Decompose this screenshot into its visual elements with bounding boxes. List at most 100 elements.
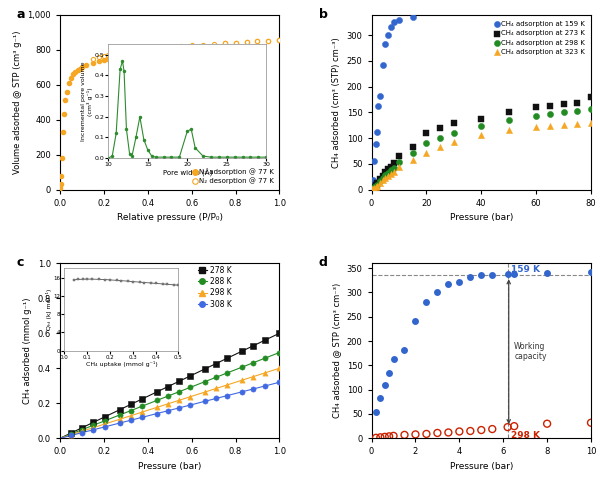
Point	[77, 429, 87, 436]
Point	[185, 372, 195, 380]
CH₄ adsorption at 159 K	[389, 19, 398, 26]
CH₄ adsorption at 273 K	[586, 93, 596, 101]
N₂ adsorption @ 77 K	[122, 54, 130, 59]
Point	[163, 383, 173, 391]
Point	[380, 433, 389, 441]
N₂ adsorption @ 77 K	[254, 38, 261, 44]
Point	[586, 419, 596, 427]
CH₄ adsorption at 273 K	[383, 165, 393, 173]
Point	[248, 359, 258, 367]
N₂ desorption @ 77 K	[243, 39, 250, 45]
N₂ desorption @ 77 K	[155, 45, 163, 51]
CH₄ adsorption at 323 K	[380, 174, 390, 182]
Point	[77, 427, 87, 435]
Point	[466, 273, 475, 281]
Point	[137, 402, 146, 410]
CH₄ adsorption at 273 K	[532, 103, 541, 111]
CH₄ adsorption at 298 K	[422, 139, 431, 147]
Point	[163, 392, 173, 400]
CH₄ adsorption at 159 K	[380, 40, 390, 48]
Point	[400, 346, 409, 354]
N₂ desorption @ 77 K	[276, 37, 283, 43]
Point	[115, 415, 124, 423]
CH₄ adsorption at 273 K	[394, 152, 404, 160]
Point	[67, 431, 76, 439]
CH₄ adsorption at 273 K	[408, 143, 418, 151]
Point	[185, 384, 195, 392]
CH₄ adsorption at 273 K	[370, 183, 379, 190]
N₂ desorption @ 77 K	[96, 54, 103, 60]
Point	[410, 317, 420, 325]
Point	[260, 355, 269, 362]
N₂ desorption @ 77 K	[254, 38, 261, 44]
CH₄ adsorption at 273 K	[378, 172, 388, 180]
CH₄ adsorption at 159 K	[408, 13, 418, 21]
Point	[152, 396, 161, 404]
CH₄ adsorption at 298 K	[586, 106, 596, 113]
N₂ adsorption @ 77 K	[210, 42, 217, 48]
Point	[115, 411, 124, 419]
Point	[77, 426, 87, 433]
CH₄ adsorption at 298 K	[394, 158, 404, 166]
CH₄ adsorption at 298 K	[449, 129, 458, 136]
Point	[137, 408, 146, 416]
N₂ adsorption @ 77 K	[63, 89, 70, 94]
CH₄ adsorption at 273 K	[386, 163, 395, 170]
Point	[400, 431, 409, 439]
Point	[89, 421, 98, 429]
Point	[503, 270, 512, 278]
Point	[89, 426, 98, 433]
Y-axis label: CH₄ adsorbed (mmol g⁻¹): CH₄ adsorbed (mmol g⁻¹)	[23, 298, 32, 404]
N₂ adsorption @ 77 K	[221, 40, 228, 46]
Point	[100, 420, 109, 428]
Point	[509, 422, 519, 430]
Line: N₂ desorption @ 77 K: N₂ desorption @ 77 K	[91, 37, 281, 61]
N₂ adsorption @ 77 K	[232, 40, 239, 46]
Point	[275, 329, 284, 337]
CH₄ adsorption at 159 K	[378, 61, 388, 69]
Point	[476, 426, 486, 434]
N₂ desorption @ 77 K	[188, 42, 195, 48]
CH₄ adsorption at 298 K	[572, 107, 582, 115]
N₂ adsorption @ 77 K	[144, 52, 151, 57]
Point	[542, 420, 552, 428]
CH₄ adsorption at 159 K	[383, 31, 393, 39]
Point	[174, 396, 184, 404]
N₂ adsorption @ 77 K	[61, 112, 68, 117]
CH₄ adsorption at 273 K	[504, 109, 514, 116]
CH₄ adsorption at 159 K	[372, 128, 382, 135]
X-axis label: Pressure (bar): Pressure (bar)	[138, 462, 202, 471]
CH₄ adsorption at 298 K	[371, 182, 380, 190]
Point	[174, 404, 184, 412]
Point	[275, 378, 284, 386]
CH₄ adsorption at 273 K	[559, 100, 568, 108]
N₂ adsorption @ 77 K	[83, 62, 90, 68]
Point	[248, 385, 258, 393]
Point	[443, 280, 453, 287]
Legend: 278 K, 288 K, 298 K, 308 K: 278 K, 288 K, 298 K, 308 K	[196, 263, 234, 311]
N₂ adsorption @ 77 K	[59, 129, 67, 135]
Text: d: d	[319, 256, 328, 269]
N₂ adsorption @ 77 K	[70, 71, 77, 77]
Point	[211, 359, 221, 367]
Point	[126, 407, 136, 414]
N₂ adsorption @ 77 K	[118, 54, 125, 60]
CH₄ adsorption at 323 K	[371, 183, 380, 190]
CH₄ adsorption at 298 K	[383, 169, 393, 177]
CH₄ adsorption at 273 K	[368, 184, 378, 192]
Point	[260, 382, 269, 390]
CH₄ adsorption at 273 K	[476, 115, 486, 123]
N₂ desorption @ 77 K	[100, 53, 107, 59]
CH₄ adsorption at 323 K	[408, 156, 418, 164]
CH₄ adsorption at 159 K	[386, 23, 395, 31]
Point	[380, 381, 389, 389]
Point	[211, 385, 221, 393]
CH₄ adsorption at 323 K	[367, 186, 377, 193]
N₂ adsorption @ 77 K	[59, 155, 66, 161]
CH₄ adsorption at 323 K	[422, 149, 431, 156]
Point	[185, 401, 195, 409]
CH₄ adsorption at 273 K	[368, 185, 377, 192]
Point	[455, 428, 464, 435]
CH₄ adsorption at 159 K	[374, 102, 383, 110]
Legend: N₂ adsorption @ 77 K, N₂ desorption @ 77 K: N₂ adsorption @ 77 K, N₂ desorption @ 77…	[191, 167, 276, 186]
